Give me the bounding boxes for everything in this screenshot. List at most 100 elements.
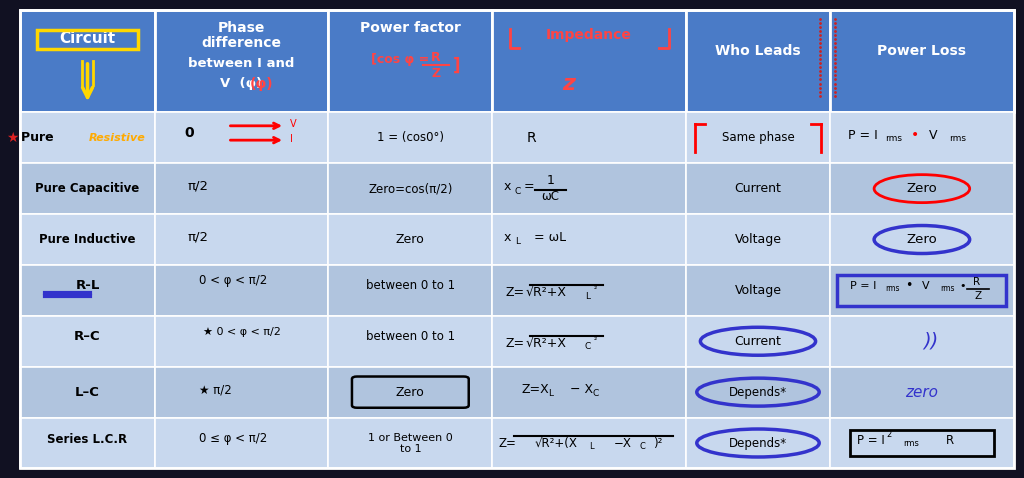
- Text: Z=X: Z=X: [521, 383, 549, 396]
- Bar: [830, 418, 1014, 468]
- Bar: [329, 418, 493, 468]
- Text: 2: 2: [886, 430, 892, 439]
- Text: 1 = (cos0°): 1 = (cos0°): [377, 131, 443, 144]
- Text: Voltage: Voltage: [734, 233, 781, 246]
- Text: V: V: [922, 281, 930, 291]
- Bar: [830, 367, 1014, 418]
- Text: R-L: R-L: [76, 279, 99, 292]
- Bar: [686, 10, 830, 112]
- Text: C: C: [585, 343, 591, 351]
- Bar: [155, 418, 329, 468]
- Text: )): )): [924, 332, 939, 351]
- Text: √R²+X: √R²+X: [526, 337, 567, 350]
- Text: Zero: Zero: [396, 233, 425, 246]
- Bar: [686, 316, 830, 367]
- Text: 1: 1: [547, 174, 554, 186]
- Bar: [686, 112, 830, 163]
- Bar: [850, 430, 993, 456]
- Text: Z=: Z=: [499, 436, 517, 449]
- Text: Z=: Z=: [506, 337, 525, 350]
- Text: Voltage: Voltage: [734, 284, 781, 297]
- Text: π/2: π/2: [187, 180, 209, 193]
- Text: between I and: between I and: [188, 56, 295, 69]
- Bar: [493, 214, 686, 265]
- Text: Pure: Pure: [22, 131, 58, 144]
- Bar: [20, 367, 155, 418]
- Text: Impedance: Impedance: [546, 28, 632, 42]
- Bar: [830, 316, 1014, 367]
- Bar: [493, 163, 686, 214]
- Bar: [20, 265, 155, 316]
- Text: Who Leads: Who Leads: [715, 43, 801, 58]
- Text: −X: −X: [613, 436, 631, 449]
- Text: Series L.C.R: Series L.C.R: [47, 433, 128, 445]
- Text: rms: rms: [885, 134, 902, 143]
- Text: ]: ]: [453, 56, 460, 75]
- Text: Power Loss: Power Loss: [878, 43, 967, 58]
- Text: rms: rms: [949, 134, 967, 143]
- Text: Phase: Phase: [218, 21, 265, 35]
- Bar: [830, 163, 1014, 214]
- Bar: [493, 10, 686, 112]
- Text: = ωL: = ωL: [535, 230, 566, 244]
- Text: •: •: [910, 129, 919, 142]
- Text: (φ): (φ): [250, 76, 273, 90]
- Text: Zero=cos(π/2): Zero=cos(π/2): [369, 182, 453, 195]
- Bar: [37, 30, 138, 48]
- Text: R: R: [526, 131, 536, 145]
- Text: R: R: [431, 51, 440, 64]
- Text: rms: rms: [903, 439, 920, 448]
- Text: 0 ≤ φ < π/2: 0 ≤ φ < π/2: [199, 432, 267, 445]
- Bar: [20, 316, 155, 367]
- Bar: [838, 275, 1007, 305]
- Text: 0 < φ < π/2: 0 < φ < π/2: [199, 274, 267, 287]
- Text: ωC: ωC: [542, 190, 559, 203]
- Bar: [20, 418, 155, 468]
- Text: zero: zero: [905, 385, 938, 400]
- Text: C: C: [514, 186, 520, 196]
- Text: between 0 to 1: between 0 to 1: [366, 279, 455, 292]
- Text: •: •: [905, 279, 912, 292]
- Text: rms: rms: [885, 284, 900, 293]
- Text: Same phase: Same phase: [722, 131, 795, 144]
- Text: )²: )²: [653, 436, 663, 449]
- Text: Current: Current: [734, 335, 781, 348]
- Text: ★ π/2: ★ π/2: [199, 383, 231, 396]
- Bar: [493, 418, 686, 468]
- Bar: [20, 214, 155, 265]
- Text: Circuit: Circuit: [59, 31, 116, 46]
- Text: − X: − X: [566, 383, 593, 396]
- Bar: [830, 10, 1014, 112]
- Bar: [20, 112, 155, 163]
- Text: between 0 to 1: between 0 to 1: [366, 330, 455, 343]
- Text: I: I: [290, 134, 293, 144]
- Text: Current: Current: [734, 182, 781, 195]
- Text: Pure Capacitive: Pure Capacitive: [36, 182, 139, 195]
- Bar: [493, 265, 686, 316]
- Text: P = I: P = I: [850, 281, 877, 291]
- Text: Zero: Zero: [906, 182, 937, 195]
- Bar: [830, 214, 1014, 265]
- Text: L–C: L–C: [75, 386, 100, 399]
- Text: R–C: R–C: [74, 330, 100, 343]
- Text: 1 or Between 0: 1 or Between 0: [368, 433, 453, 443]
- Bar: [329, 214, 493, 265]
- Bar: [155, 367, 329, 418]
- Text: Zero: Zero: [396, 386, 425, 399]
- Text: Resistive: Resistive: [89, 133, 145, 143]
- Text: to 1: to 1: [399, 444, 421, 454]
- Text: Depends*: Depends*: [729, 386, 787, 399]
- Text: L: L: [548, 389, 553, 398]
- Bar: [155, 214, 329, 265]
- Text: V: V: [929, 129, 937, 142]
- Text: L: L: [589, 442, 594, 451]
- Bar: [155, 163, 329, 214]
- Text: √R²+X: √R²+X: [526, 286, 567, 299]
- Text: [cos φ =: [cos φ =: [371, 53, 429, 66]
- Text: Pure Inductive: Pure Inductive: [39, 233, 136, 246]
- Bar: [329, 316, 493, 367]
- Text: rms: rms: [940, 284, 954, 293]
- Bar: [329, 112, 493, 163]
- Text: C: C: [593, 389, 599, 398]
- Text: ★: ★: [6, 131, 18, 145]
